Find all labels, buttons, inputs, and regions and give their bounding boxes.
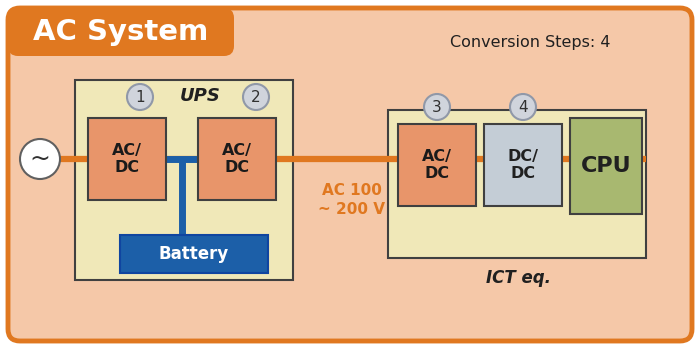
Text: Conversion Steps: 4: Conversion Steps: 4: [449, 35, 610, 50]
Text: ICT eq.: ICT eq.: [486, 269, 550, 287]
Text: Battery: Battery: [159, 245, 229, 263]
Text: 1: 1: [135, 89, 145, 104]
Circle shape: [510, 94, 536, 120]
Circle shape: [127, 84, 153, 110]
FancyBboxPatch shape: [8, 8, 692, 341]
Circle shape: [243, 84, 269, 110]
Text: 3: 3: [432, 99, 442, 114]
Bar: [398, 124, 476, 206]
Bar: [484, 124, 562, 206]
Bar: [198, 118, 276, 200]
Text: 4: 4: [518, 99, 528, 114]
Bar: [88, 118, 166, 200]
FancyBboxPatch shape: [8, 8, 234, 56]
Text: AC System: AC System: [34, 18, 209, 46]
Text: CPU: CPU: [581, 156, 631, 176]
Text: ~: ~: [29, 147, 50, 171]
Text: AC/
DC: AC/ DC: [422, 149, 452, 180]
Bar: [570, 118, 642, 214]
Bar: [75, 80, 293, 280]
Text: AC 100
~ 200 V: AC 100 ~ 200 V: [318, 183, 386, 217]
Text: UPS: UPS: [180, 87, 220, 105]
Bar: [388, 110, 646, 258]
Text: 2: 2: [251, 89, 261, 104]
Text: AC/
DC: AC/ DC: [222, 143, 252, 174]
Text: DC/
DC: DC/ DC: [508, 149, 538, 180]
Circle shape: [424, 94, 450, 120]
Bar: [120, 235, 268, 273]
Text: AC/
DC: AC/ DC: [112, 143, 142, 174]
Circle shape: [20, 139, 60, 179]
